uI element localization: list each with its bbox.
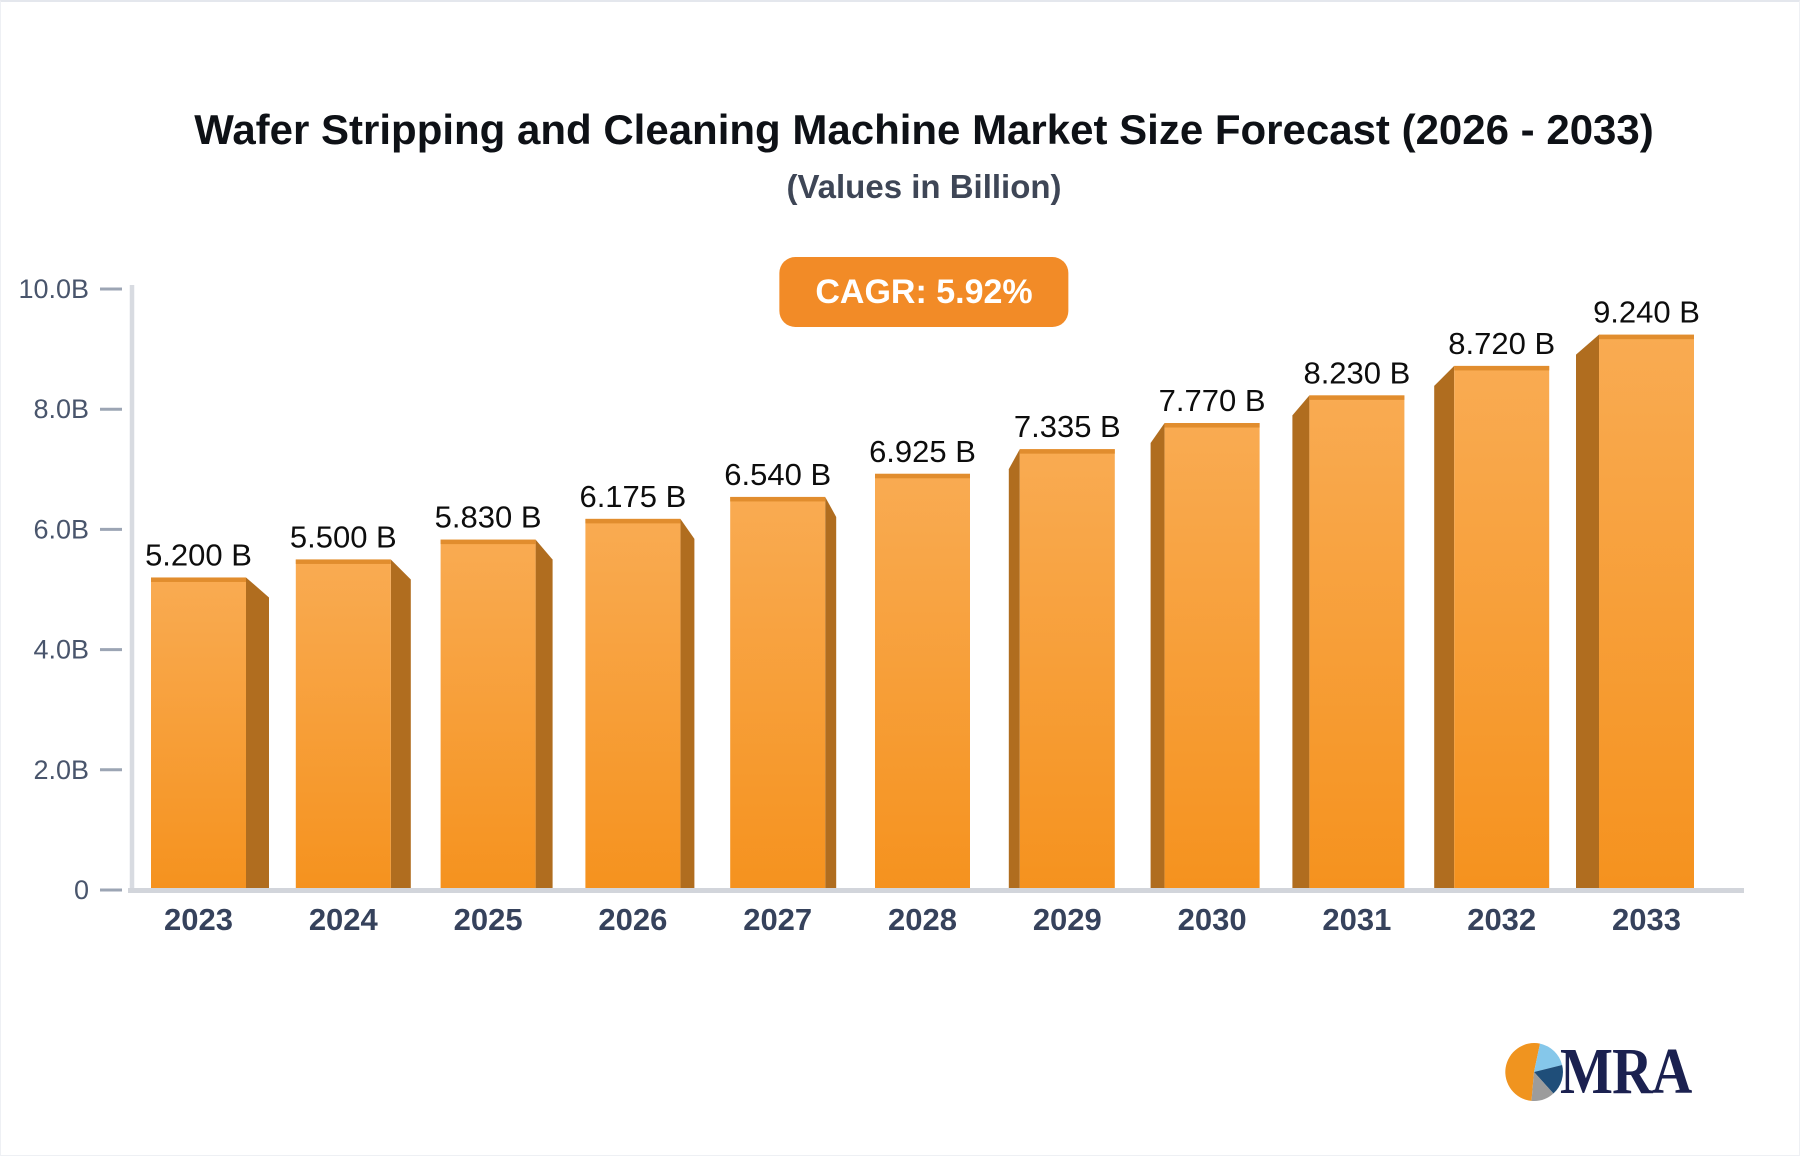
bar-value-label: 8.720 B — [1448, 326, 1555, 361]
x-axis-label: 2026 — [598, 902, 667, 937]
bar-value-label: 8.230 B — [1303, 355, 1410, 390]
bar-top-edge — [875, 473, 970, 479]
bar-value-label: 6.540 B — [724, 457, 831, 492]
bar-side-face — [1008, 449, 1020, 891]
bar-front-face — [1019, 449, 1115, 891]
bar-front-face — [151, 577, 246, 891]
bar-top-edge — [1019, 449, 1115, 454]
bar-value-label: 5.500 B — [290, 519, 397, 554]
y-tick-label: 8.0B — [33, 394, 89, 424]
bar-value-label: 9.240 B — [1593, 295, 1700, 330]
bar-side-face — [535, 539, 553, 891]
bar-value-label: 5.200 B — [145, 537, 252, 572]
mra-logo: MRA — [1502, 1035, 1715, 1108]
bar-top-edge — [1164, 423, 1260, 428]
x-axis-label: 2033 — [1612, 902, 1681, 937]
y-tick-label: 6.0B — [33, 514, 89, 544]
bar-side-face — [1292, 395, 1310, 891]
chart-subtitle: (Values in Billion) — [786, 168, 1062, 205]
pie-slice-lightblue — [1534, 1043, 1563, 1072]
bar-side-face — [1434, 365, 1455, 892]
chart-title: Wafer Stripping and Cleaning Machine Mar… — [194, 106, 1654, 153]
pie-slice-orange — [1505, 1043, 1540, 1101]
bar-top-edge — [295, 559, 391, 564]
bar-top-edge — [730, 496, 826, 502]
bar-side-face — [1150, 423, 1165, 891]
bar-value-label: 7.770 B — [1159, 383, 1266, 418]
bar-value-label: 7.335 B — [1014, 409, 1121, 444]
x-axis-label: 2032 — [1467, 902, 1536, 937]
bar-top-edge — [151, 577, 246, 582]
bar-front-face — [1599, 334, 1694, 891]
cagr-label: CAGR: 5.92% — [815, 273, 1033, 311]
bar-value-label: 6.925 B — [869, 434, 976, 469]
bar-value-label: 5.830 B — [435, 500, 542, 535]
bar-side-face — [680, 518, 695, 891]
mra-logo-pie-icon — [1505, 1043, 1563, 1102]
bar-side-face — [246, 577, 269, 891]
pie-slice-navy — [1534, 1065, 1563, 1094]
bar-front-face — [1309, 395, 1405, 891]
y-tick-label: 10.0B — [18, 274, 89, 304]
bar-front-face — [875, 473, 970, 891]
cagr-badge: CAGR: 5.92% — [779, 257, 1069, 327]
bar-front-face — [585, 518, 681, 891]
bar-top-edge — [1599, 334, 1694, 340]
bar-top-edge — [1309, 395, 1405, 400]
x-axis-label: 2028 — [888, 902, 957, 937]
bar-top-edge — [1454, 365, 1550, 371]
x-axis-label: 2023 — [164, 902, 233, 937]
bar-value-label: 6.175 B — [579, 479, 686, 514]
mra-logo-text: MRA — [1560, 1035, 1692, 1108]
bar-front-face — [730, 496, 826, 891]
x-axis-label: 2027 — [743, 902, 812, 937]
x-axis-label: 2024 — [309, 902, 379, 937]
x-axis-label: 2025 — [454, 902, 523, 937]
bar-side-face — [1576, 334, 1599, 891]
x-axis-label: 2029 — [1033, 902, 1102, 937]
bar-front-face — [1164, 423, 1260, 891]
x-axis-label: 2031 — [1322, 902, 1391, 937]
bar-front-face — [295, 559, 391, 891]
y-tick-label: 0 — [74, 875, 89, 905]
bar-front-face — [1454, 365, 1550, 892]
bar-front-face — [440, 539, 536, 891]
y-tick-label: 4.0B — [33, 635, 89, 665]
y-tick-label: 2.0B — [33, 755, 89, 785]
bar-top-edge — [585, 518, 681, 524]
pie-slice-gray — [1531, 1072, 1554, 1102]
bar-side-face — [390, 559, 411, 891]
bar-top-edge — [440, 539, 536, 545]
bar-side-face — [825, 496, 837, 891]
x-axis-label: 2030 — [1178, 902, 1247, 937]
